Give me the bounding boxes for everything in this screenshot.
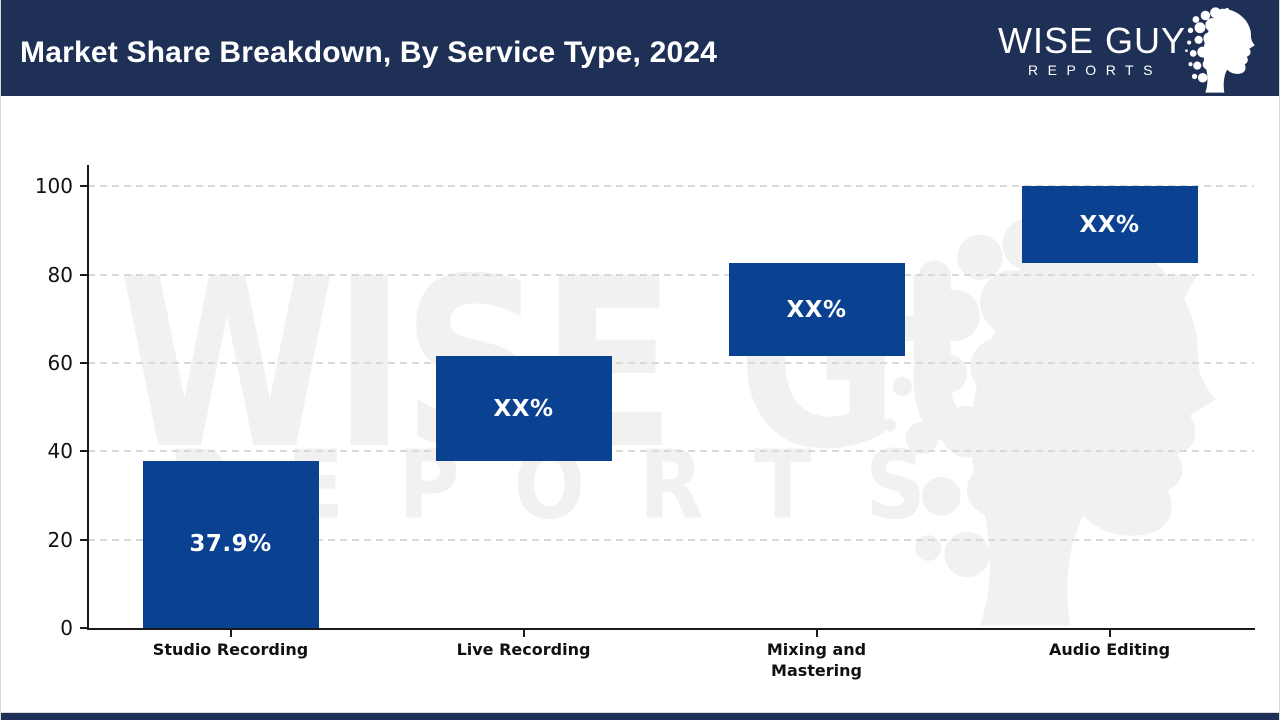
bar-3: XX% <box>728 262 905 357</box>
y-tick-mark <box>80 627 87 629</box>
bar-value-label: XX% <box>1079 211 1140 238</box>
y-tick-mark <box>80 450 87 453</box>
wiseguy-logo-text: WISE GUY REPORTS <box>997 19 1186 78</box>
y-tick-mark <box>80 273 87 276</box>
header-bar: Market Share Breakdown, By Service Type,… <box>0 0 1280 96</box>
bar-value-label: XX% <box>493 395 554 422</box>
y-axis-line <box>87 165 89 630</box>
y-tick-mark <box>80 538 87 541</box>
chart-title: Market Share Breakdown, By Service Type,… <box>20 36 718 69</box>
gridline <box>88 185 1254 188</box>
x-category-label: Mixing and Mastering <box>766 640 867 680</box>
wiseguy-logo: WISE GUY REPORTS <box>998 2 1266 94</box>
gridline <box>88 450 1254 453</box>
logo-wordmark: WISE GUY <box>997 19 1186 61</box>
bar-1: 37.9% <box>142 460 319 628</box>
x-axis-line <box>87 628 1255 630</box>
x-category-label: Live Recording <box>456 640 591 659</box>
y-tick-label: 100 <box>34 174 73 199</box>
y-tick-mark <box>80 362 87 365</box>
gridline <box>88 362 1254 365</box>
wiseguy-face-icon <box>1185 7 1255 93</box>
gridline <box>88 273 1254 276</box>
x-tick-mark <box>1108 630 1111 637</box>
y-tick-label: 80 <box>47 262 73 287</box>
x-tick-mark <box>815 630 818 637</box>
x-category-label: Audio Editing <box>1048 640 1171 659</box>
bar-2: XX% <box>435 356 612 461</box>
gridline <box>88 538 1254 541</box>
y-tick-label: 60 <box>47 351 73 376</box>
y-tick-label: 40 <box>47 439 73 464</box>
bar-4: XX% <box>1021 186 1198 263</box>
x-category-label: Studio Recording <box>152 640 309 659</box>
logo-subtitle: REPORTS <box>1028 61 1162 78</box>
bar-value-label: XX% <box>786 296 847 323</box>
x-tick-mark <box>522 630 525 637</box>
y-tick-label: 0 <box>60 616 73 640</box>
x-tick-mark <box>229 630 232 637</box>
y-tick-label: 20 <box>47 527 73 552</box>
footer-bar <box>0 712 1280 720</box>
y-tick-mark <box>80 185 87 188</box>
bar-value-label: 37.9% <box>189 531 272 558</box>
